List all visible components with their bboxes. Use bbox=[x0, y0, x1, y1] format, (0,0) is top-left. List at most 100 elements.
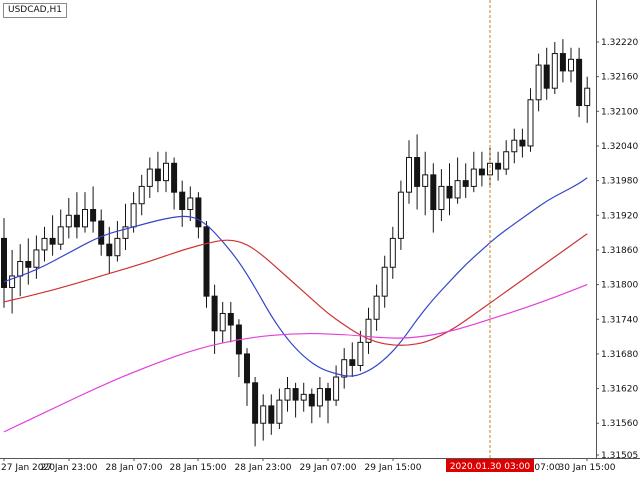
candle bbox=[154, 151, 161, 193]
candle bbox=[430, 163, 437, 233]
candle bbox=[65, 197, 72, 239]
candle bbox=[414, 134, 421, 210]
candle bbox=[446, 163, 453, 216]
time-tick-label: 29 Jan 15:00 bbox=[365, 463, 422, 473]
candle bbox=[292, 382, 299, 418]
candle bbox=[268, 394, 275, 435]
candle bbox=[333, 365, 340, 406]
candle bbox=[73, 192, 80, 239]
price-axis[interactable]: 1.32220 1.32160 1.32100 1.32040 1.31980 1.319… bbox=[596, 38, 638, 461]
candle bbox=[535, 53, 542, 112]
candle bbox=[219, 301, 226, 343]
time-tick-label: 27 Jan 2020 bbox=[1, 463, 55, 473]
candle bbox=[187, 186, 194, 222]
candle bbox=[511, 128, 518, 164]
candle bbox=[325, 382, 331, 424]
candle bbox=[122, 203, 129, 250]
candle bbox=[90, 186, 97, 233]
candle bbox=[438, 169, 445, 222]
candle bbox=[252, 377, 259, 447]
candle bbox=[1, 218, 7, 308]
candle bbox=[422, 151, 429, 216]
ma-slow-magenta-line bbox=[3, 284, 588, 433]
candle bbox=[244, 348, 250, 406]
price-tick-label: 1.31740 bbox=[601, 315, 638, 325]
candle bbox=[276, 388, 283, 430]
candle bbox=[495, 151, 502, 181]
price-tick-label: 1.31920 bbox=[601, 211, 638, 221]
candle bbox=[227, 301, 234, 343]
candle bbox=[33, 235, 40, 279]
candle bbox=[284, 377, 291, 412]
time-tick-label: 28 Jan 07:00 bbox=[106, 463, 163, 473]
candle bbox=[478, 151, 485, 187]
candle bbox=[195, 192, 202, 239]
price-tick-label: 1.31620 bbox=[601, 385, 638, 395]
candle bbox=[146, 157, 153, 198]
time-tick-label: 30 Jan 15:00 bbox=[559, 463, 616, 473]
price-tick-label: 1.31505 bbox=[601, 451, 638, 461]
candle bbox=[49, 215, 56, 256]
price-tick-label: 1.32220 bbox=[601, 38, 638, 48]
candle bbox=[349, 342, 356, 378]
marker-label-text: 2020.01.30 03:00 bbox=[450, 462, 531, 472]
time-tick-label: 27 Jan 23:00 bbox=[41, 463, 98, 473]
candle bbox=[584, 76, 591, 123]
price-tick-label: 1.31860 bbox=[601, 246, 638, 256]
time-marker-label: 2020.01.30 03:00 bbox=[446, 459, 534, 472]
candle bbox=[316, 377, 323, 418]
candle bbox=[9, 249, 16, 314]
time-tick-label: 29 Jan 07:00 bbox=[300, 463, 357, 473]
candle bbox=[543, 47, 550, 100]
candle bbox=[357, 330, 364, 372]
candle bbox=[470, 151, 477, 193]
candle bbox=[106, 226, 113, 274]
candle bbox=[389, 226, 396, 279]
ma-lines-layer bbox=[3, 177, 588, 433]
price-tick-label: 1.31800 bbox=[601, 281, 638, 291]
candle bbox=[519, 128, 526, 158]
ma-fast-blue-line bbox=[3, 177, 588, 377]
candle bbox=[454, 157, 461, 204]
candle bbox=[576, 47, 583, 118]
price-tick-label: 1.31680 bbox=[601, 350, 638, 360]
price-tick-label: 1.31980 bbox=[601, 177, 638, 187]
candle bbox=[98, 209, 105, 256]
candle bbox=[503, 140, 510, 175]
candle bbox=[527, 88, 534, 152]
ma-medium-red-line bbox=[3, 233, 588, 346]
candle bbox=[365, 307, 372, 354]
candle bbox=[462, 163, 469, 198]
price-tick-label: 1.32040 bbox=[601, 142, 638, 152]
candle bbox=[397, 180, 404, 250]
candle bbox=[211, 284, 218, 354]
candle bbox=[82, 192, 88, 233]
price-tick-label: 1.32100 bbox=[601, 107, 638, 117]
candle bbox=[25, 238, 32, 285]
candle bbox=[551, 42, 558, 94]
candle bbox=[373, 284, 380, 331]
candle bbox=[406, 140, 412, 204]
candles-layer bbox=[1, 39, 591, 447]
candle bbox=[559, 39, 566, 83]
marker-label-box bbox=[446, 459, 534, 472]
price-tick-label: 1.32160 bbox=[601, 73, 638, 83]
time-tick-label: Jan 07:00 bbox=[517, 463, 561, 473]
symbol-timeframe-label: USDCAD,H1 bbox=[3, 3, 67, 18]
candle bbox=[381, 255, 388, 308]
candle bbox=[171, 157, 178, 210]
price-tick-label: 1.31560 bbox=[601, 419, 638, 429]
candle bbox=[260, 394, 267, 441]
candle bbox=[203, 221, 210, 308]
candle bbox=[179, 180, 186, 227]
candle bbox=[341, 348, 348, 389]
candle bbox=[41, 226, 48, 262]
time-tick-label: 28 Jan 15:00 bbox=[170, 463, 227, 473]
candle bbox=[308, 388, 315, 424]
candle bbox=[163, 151, 169, 193]
candle bbox=[138, 174, 145, 216]
time-tick-label: 28 Jan 23:00 bbox=[235, 463, 292, 473]
